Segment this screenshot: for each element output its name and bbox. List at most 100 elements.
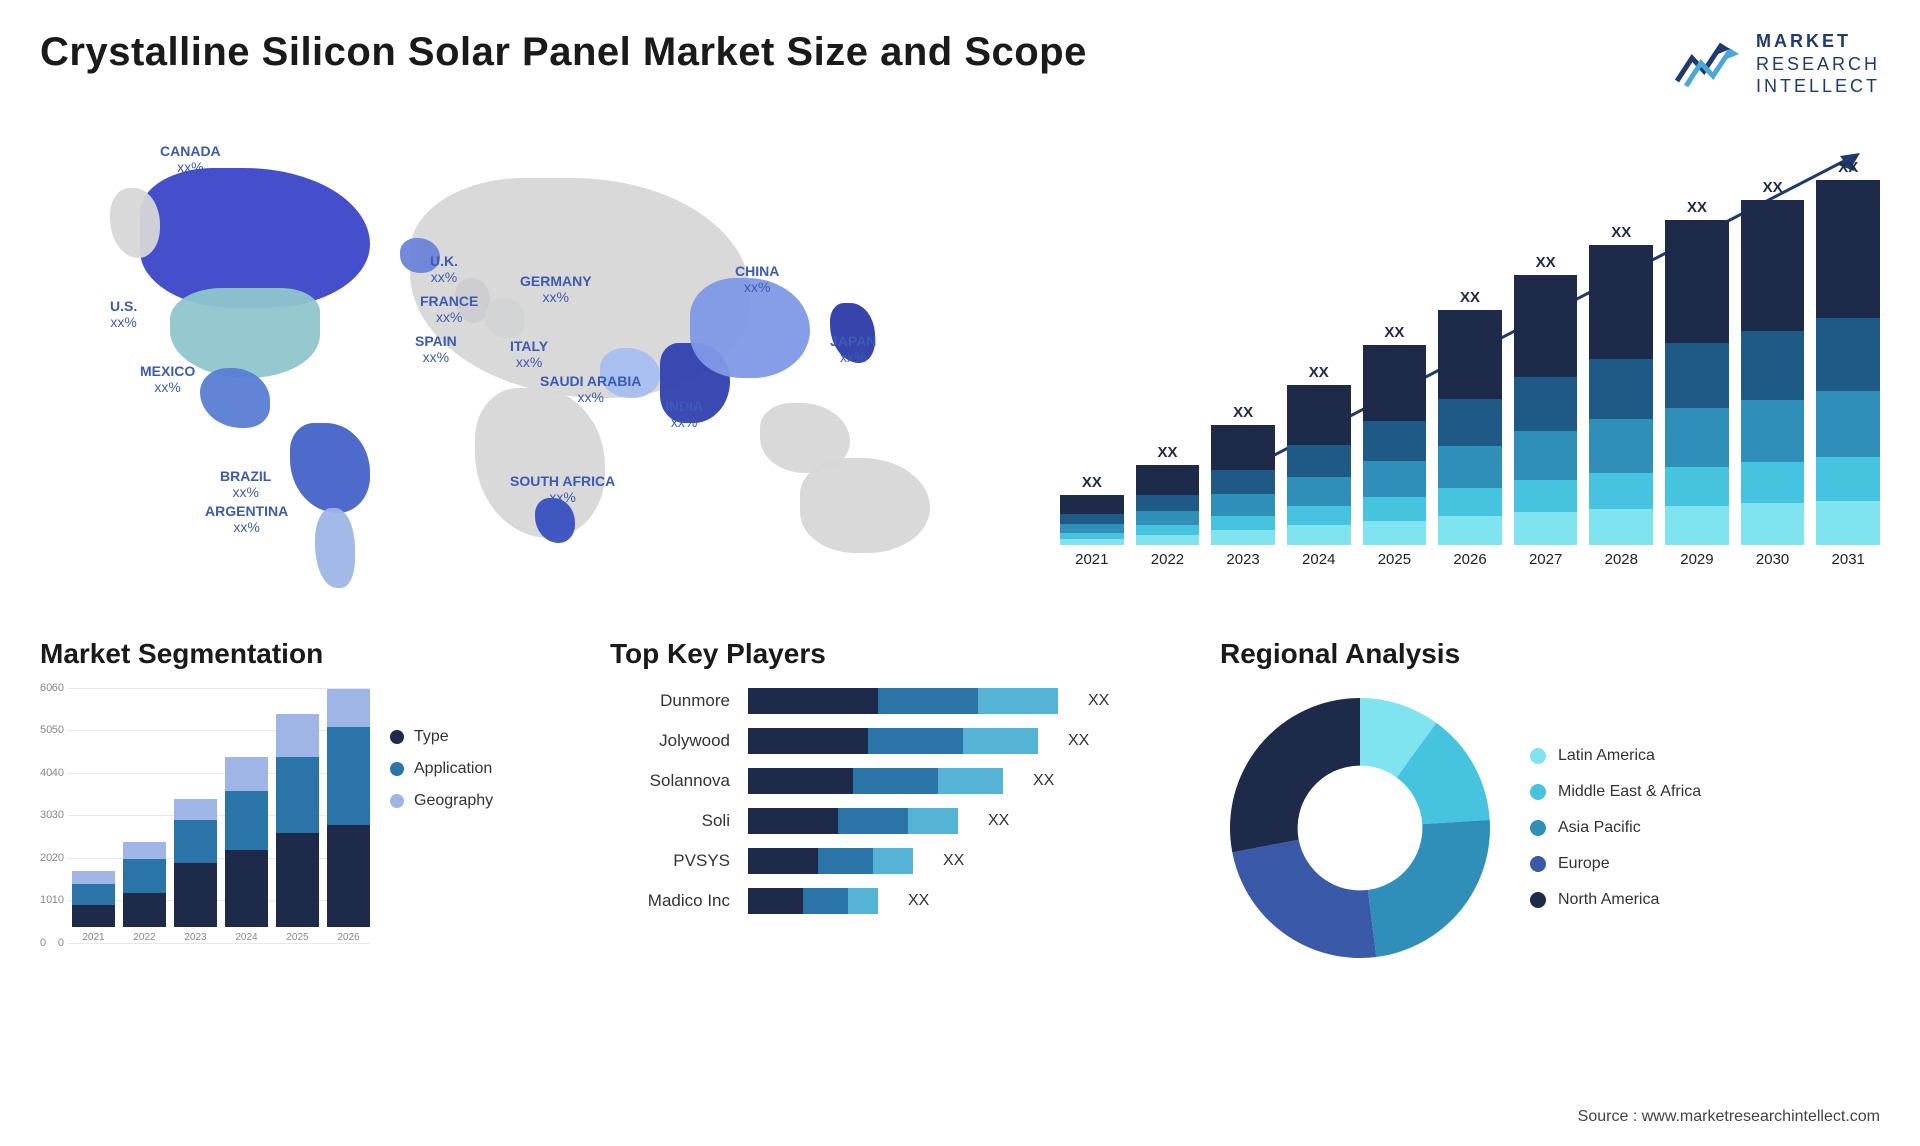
map-region: [290, 423, 370, 513]
bar-segment: [1741, 400, 1805, 462]
seg-segment: [327, 727, 370, 825]
seg-segment: [123, 842, 166, 859]
donut-slice: [1368, 819, 1490, 956]
bar-year: 2027: [1529, 551, 1562, 568]
region-name: Asia Pacific: [1558, 819, 1641, 837]
bar-segment: [1363, 461, 1427, 497]
legend-dot: [390, 730, 404, 744]
legend-item: Geography: [390, 792, 493, 810]
kp-segment: [848, 888, 878, 914]
bar-value: XX: [1384, 324, 1404, 341]
key-player-row: Solannova XX: [610, 768, 1170, 794]
growth-bar: XX 2025: [1363, 324, 1427, 568]
kp-value: XX: [1068, 732, 1089, 750]
region-legend-item: North America: [1530, 891, 1701, 909]
bar-segment: [1136, 465, 1200, 495]
seg-segment: [276, 757, 319, 834]
growth-bar: XX 2030: [1741, 179, 1805, 568]
bar-segment: [1287, 385, 1351, 446]
segmentation-title: Market Segmentation: [40, 638, 560, 670]
bar-segment: [1816, 180, 1880, 319]
kp-segment: [878, 688, 978, 714]
seg-segment: [327, 689, 370, 727]
bar-segment: [1363, 345, 1427, 421]
seg-year: 2023: [184, 932, 206, 943]
bar-segment: [1060, 524, 1124, 533]
kp-value: XX: [1033, 772, 1054, 790]
seg-segment: [174, 820, 217, 863]
bar-value: XX: [1536, 254, 1556, 271]
region-name: Latin America: [1558, 747, 1655, 765]
seg-segment: [123, 859, 166, 893]
segmentation-bar: 2026: [327, 689, 370, 943]
kp-segment: [803, 888, 848, 914]
bar-value: XX: [1082, 474, 1102, 491]
bar-segment: [1665, 408, 1729, 467]
key-player-bar: [748, 888, 878, 914]
bar-year: 2024: [1302, 551, 1335, 568]
bar-segment: [1589, 359, 1653, 419]
bar-segment: [1589, 245, 1653, 359]
kp-value: XX: [908, 892, 929, 910]
logo-line3: INTELLECT: [1756, 75, 1880, 98]
key-player-row: Jolywood XX: [610, 728, 1170, 754]
bar-value: XX: [1763, 179, 1783, 196]
kp-segment: [838, 808, 908, 834]
growth-bar-chart: XX2021XX2022XX2023XX2024XX2025XX2026XX20…: [1060, 138, 1880, 598]
key-player-name: Jolywood: [610, 731, 730, 751]
legend-dot: [1530, 820, 1546, 836]
region-name: North America: [1558, 891, 1659, 909]
bar-year: 2030: [1756, 551, 1789, 568]
map-region: [140, 168, 370, 308]
legend-dot: [1530, 748, 1546, 764]
bar-segment: [1438, 446, 1502, 488]
region-legend-item: Asia Pacific: [1530, 819, 1701, 837]
legend-dot: [390, 762, 404, 776]
bar-segment: [1741, 462, 1805, 503]
bar-value: XX: [1838, 159, 1858, 176]
gridline: [68, 943, 370, 944]
key-players-title: Top Key Players: [610, 638, 1170, 670]
region-name: Europe: [1558, 855, 1610, 873]
bar-year: 2028: [1605, 551, 1638, 568]
bar-segment: [1211, 516, 1275, 530]
kp-segment: [748, 848, 818, 874]
seg-year: 2021: [82, 932, 104, 943]
key-player-row: PVSYS XX: [610, 848, 1170, 874]
kp-segment: [908, 808, 958, 834]
segmentation-bar: 2023: [174, 799, 217, 943]
seg-year: 2026: [337, 932, 359, 943]
bar-year: 2026: [1453, 551, 1486, 568]
kp-segment: [853, 768, 938, 794]
map-label: ITALYxx%: [510, 338, 548, 372]
bar-segment: [1514, 275, 1578, 378]
legend-dot: [390, 794, 404, 808]
legend-item: Type: [390, 728, 493, 746]
key-player-name: Solannova: [610, 771, 730, 791]
bar-segment: [1136, 511, 1200, 525]
kp-segment: [868, 728, 963, 754]
legend-dot: [1530, 856, 1546, 872]
bar-segment: [1287, 525, 1351, 544]
map-label: BRAZILxx%: [220, 468, 271, 502]
bar-segment: [1136, 495, 1200, 511]
region-name: Middle East & Africa: [1558, 783, 1701, 801]
bar-value: XX: [1687, 199, 1707, 216]
map-label: CANADAxx%: [160, 143, 221, 177]
bar-segment: [1363, 421, 1427, 461]
bar-year: 2025: [1378, 551, 1411, 568]
key-player-name: PVSYS: [610, 851, 730, 871]
kp-segment: [978, 688, 1058, 714]
bar-segment: [1514, 431, 1578, 480]
bar-segment: [1816, 318, 1880, 391]
key-player-row: SoliXX: [610, 808, 1170, 834]
region-legend-item: Middle East & Africa: [1530, 783, 1701, 801]
seg-segment: [174, 863, 217, 927]
bar-segment: [1589, 509, 1653, 545]
regional-donut: [1220, 688, 1500, 968]
kp-value: XX: [943, 852, 964, 870]
seg-segment: [225, 791, 268, 851]
bar-segment: [1589, 419, 1653, 473]
growth-bar: XX2022: [1136, 444, 1200, 568]
segmentation-bar: 2024: [225, 757, 268, 943]
